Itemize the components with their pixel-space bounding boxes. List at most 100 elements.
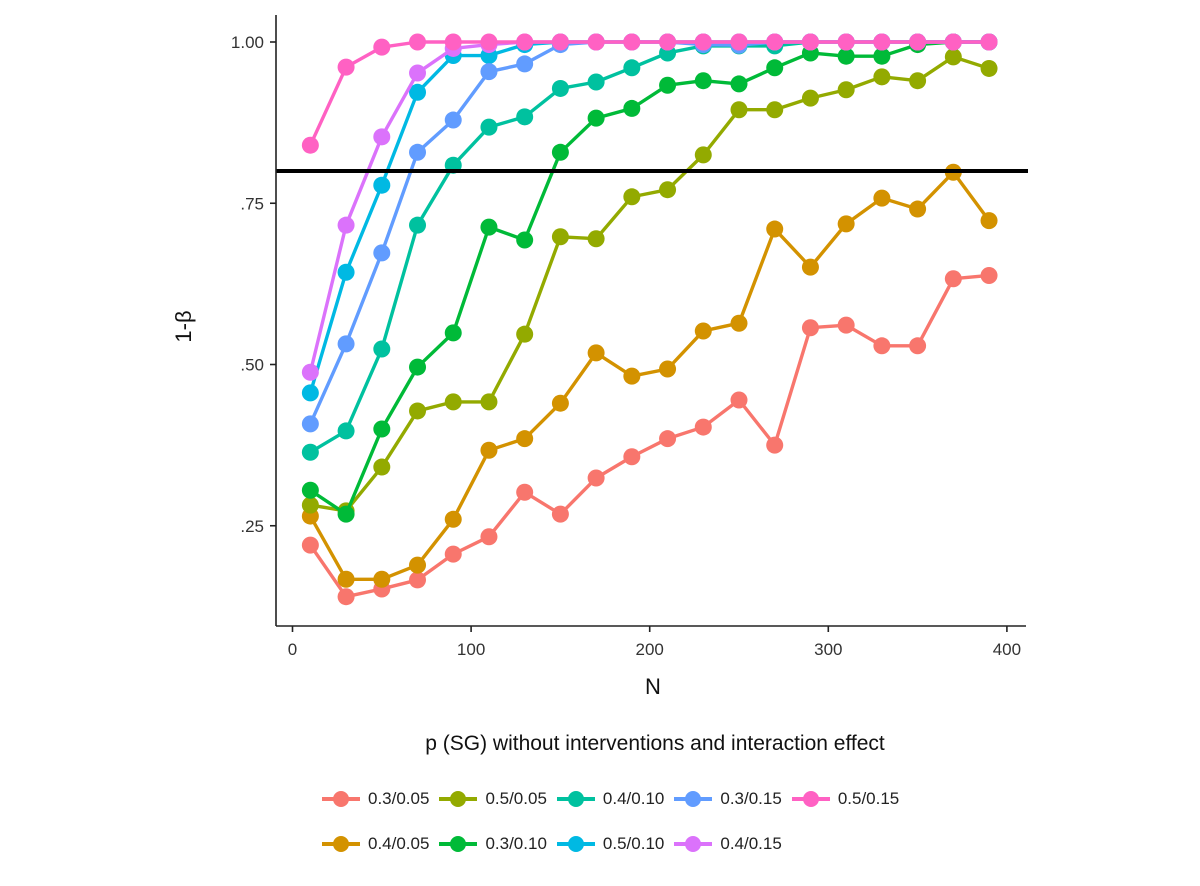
data-point (587, 73, 605, 91)
data-point (623, 367, 641, 385)
x-tick-label: 100 (457, 640, 485, 659)
data-point (587, 469, 605, 487)
y-tick-label: 1.00 (231, 33, 264, 52)
legend-row: 0.3/0.05 0.5/0.05 0.4/0.10 0.3/0.15 0.5/0.15 (322, 776, 909, 821)
data-point (801, 33, 819, 51)
data-point (623, 59, 641, 77)
data-point (944, 48, 962, 66)
legend-label: 0.4/0.10 (602, 788, 665, 808)
legend-key-icon (791, 789, 830, 809)
data-point (516, 55, 534, 73)
legend-item: 0.3/0.15 (674, 788, 782, 809)
legend-label: 0.4/0.15 (720, 833, 782, 853)
data-point (980, 266, 998, 284)
data-point (873, 47, 891, 65)
legend-key-icon (322, 834, 360, 854)
data-point (837, 215, 855, 233)
data-point (587, 33, 605, 51)
legend-item: 0.3/0.05 (322, 789, 429, 809)
data-point (516, 231, 534, 249)
data-point (659, 181, 677, 199)
data-point (409, 402, 427, 420)
series-line (308, 273, 990, 599)
data-point (444, 393, 462, 411)
data-point (659, 430, 677, 448)
data-point (480, 33, 498, 51)
data-point (409, 571, 427, 589)
data-point (837, 316, 855, 334)
data-point (730, 391, 748, 409)
data-point (301, 384, 319, 402)
legend-key-icon (674, 789, 713, 809)
data-point (587, 230, 605, 248)
data-point (551, 143, 569, 161)
data-point (337, 58, 355, 76)
data-point (551, 228, 569, 246)
data-point (480, 528, 498, 546)
data-point (694, 418, 712, 436)
data-point (766, 101, 784, 119)
data-point (837, 33, 855, 51)
data-point (980, 212, 998, 230)
data-point (694, 146, 712, 164)
data-point (909, 72, 927, 90)
data-point (551, 79, 569, 97)
data-point (337, 422, 355, 440)
data-point (301, 496, 319, 514)
data-point (301, 443, 319, 461)
series-0-4-0-15 (301, 33, 998, 381)
data-point (409, 83, 427, 101)
data-point (873, 68, 891, 86)
series-0-5-0-15 (301, 33, 998, 154)
data-point (587, 344, 605, 362)
data-point (909, 337, 927, 355)
data-point (409, 216, 427, 234)
data-point (587, 109, 605, 127)
data-point (480, 218, 498, 236)
data-point (873, 33, 891, 51)
legend-item: 0.4/0.05 (322, 834, 429, 854)
legend-label: 0.3/0.05 (368, 788, 430, 808)
legend-title: p (SG) without interventions and interac… (425, 732, 885, 755)
legend-label: 0.5/0.05 (485, 788, 547, 808)
data-point (444, 111, 462, 129)
data-point (551, 394, 569, 412)
legend: p (SG) without interventions and interac… (0, 728, 1200, 853)
data-point (516, 430, 534, 448)
data-point (801, 258, 819, 276)
data-point (337, 505, 355, 523)
data-point (301, 136, 319, 154)
data-point (944, 270, 962, 288)
data-point (409, 33, 427, 51)
data-point (337, 588, 355, 606)
data-point (766, 33, 784, 51)
legend-key-icon (674, 834, 713, 854)
y-tick-label: .50 (240, 356, 264, 375)
legend-item: 0.4/0.10 (556, 788, 665, 809)
series-line (309, 40, 990, 516)
y-axis-title: 1-β (171, 310, 196, 342)
x-tick-label: 400 (993, 640, 1021, 659)
legend-item: 0.5/0.05 (439, 788, 547, 809)
plot-marks (276, 33, 1028, 606)
data-point (409, 556, 427, 574)
data-point (444, 33, 462, 51)
data-point (980, 59, 998, 77)
data-point (480, 118, 498, 136)
data-point (301, 481, 319, 499)
data-point (409, 143, 427, 161)
data-point (623, 448, 641, 466)
data-point (373, 38, 391, 56)
legend-key-icon (439, 789, 478, 809)
data-point (623, 99, 641, 117)
data-point (337, 263, 355, 281)
data-point (659, 33, 677, 51)
data-point (301, 536, 319, 554)
data-point (337, 335, 355, 353)
legend-key-icon (556, 834, 595, 854)
data-point (801, 319, 819, 337)
legend-label: 0.3/0.15 (720, 788, 782, 808)
data-point (873, 189, 891, 207)
data-point (373, 570, 391, 588)
data-point (801, 89, 819, 107)
